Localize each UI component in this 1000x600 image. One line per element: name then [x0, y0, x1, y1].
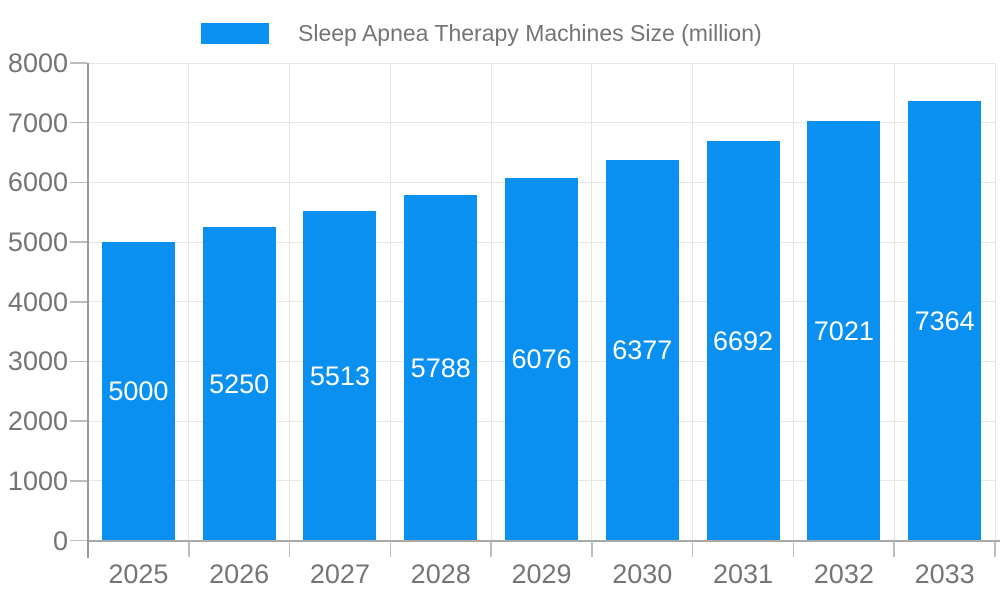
y-axis-label: 2000 — [7, 406, 68, 437]
x-axis-label: 2028 — [410, 559, 471, 589]
x-axis-label: 2027 — [309, 559, 370, 589]
x-axis-label: 2032 — [813, 559, 874, 589]
gridline-vertical — [692, 63, 694, 541]
bar-value-label: 5513 — [309, 360, 370, 391]
x-tick — [389, 540, 392, 557]
legend-item[interactable]: Sleep Apnea Therapy Machines Size (milli… — [201, 20, 762, 47]
bar-value-label: 7364 — [914, 305, 975, 336]
x-axis-label: 2029 — [511, 559, 572, 589]
y-axis-label: 6000 — [7, 167, 68, 198]
gridline-vertical — [893, 63, 895, 541]
y-tick — [70, 360, 87, 363]
gridline-vertical — [994, 63, 996, 541]
bar-value-label: 5000 — [108, 376, 169, 407]
gridline-vertical — [490, 63, 492, 541]
gridline-vertical — [188, 63, 190, 541]
y-tick — [70, 121, 87, 124]
bar-2029[interactable] — [505, 177, 578, 541]
y-axis-label: 5000 — [7, 227, 68, 258]
bar-value-label: 6377 — [612, 335, 673, 366]
bar-2025[interactable] — [101, 242, 175, 541]
y-axis-line — [86, 63, 89, 558]
bar-value-label: 7021 — [813, 315, 874, 346]
bar-2028[interactable] — [404, 195, 478, 541]
bar-2033[interactable] — [908, 100, 982, 541]
y-axis-label: 7000 — [7, 107, 68, 138]
x-axis-label: 2026 — [209, 559, 270, 589]
x-tick — [188, 540, 190, 557]
y-tick — [70, 480, 87, 482]
gridline-horizontal — [88, 62, 995, 64]
y-tick — [70, 539, 87, 542]
bar-value-label: 6692 — [713, 325, 774, 356]
y-tick — [70, 420, 87, 422]
bar-2031[interactable] — [706, 141, 780, 541]
y-tick — [70, 241, 87, 243]
gridline-vertical — [591, 63, 593, 541]
y-axis-label: 8000 — [7, 48, 68, 78]
x-tick — [591, 540, 593, 557]
x-tick — [994, 540, 996, 557]
x-tick — [490, 540, 492, 557]
y-axis-label: 3000 — [7, 346, 68, 377]
bar-2030[interactable] — [605, 159, 679, 541]
y-tick — [70, 301, 87, 303]
bar-2032[interactable] — [807, 121, 881, 541]
x-tick — [288, 540, 291, 557]
bar-value-label: 5250 — [209, 368, 270, 399]
x-tick — [792, 540, 795, 557]
x-tick — [893, 540, 895, 557]
y-axis-label: 4000 — [7, 286, 68, 317]
legend-swatch — [201, 23, 269, 44]
gridline-vertical — [289, 63, 291, 541]
x-axis-label: 2025 — [108, 559, 169, 589]
bar-value-label: 6076 — [511, 344, 572, 375]
gridline-vertical — [389, 63, 391, 541]
x-axis-label: 2033 — [914, 559, 975, 589]
y-tick — [70, 62, 87, 64]
gridline-vertical — [792, 63, 794, 541]
x-tick — [691, 540, 694, 557]
x-axis-label: 2031 — [713, 559, 774, 589]
gridline-horizontal — [88, 122, 995, 124]
bar-value-label: 5788 — [410, 352, 471, 383]
bar-2027[interactable] — [303, 211, 377, 541]
y-axis-label: 0 — [52, 525, 68, 556]
x-axis-line — [87, 539, 1000, 542]
x-axis-label: 2030 — [612, 559, 673, 589]
y-axis-label: 1000 — [7, 465, 68, 496]
y-tick — [70, 181, 87, 184]
bar-2026[interactable] — [202, 227, 276, 541]
legend-label: Sleep Apnea Therapy Machines Size (milli… — [298, 20, 762, 46]
